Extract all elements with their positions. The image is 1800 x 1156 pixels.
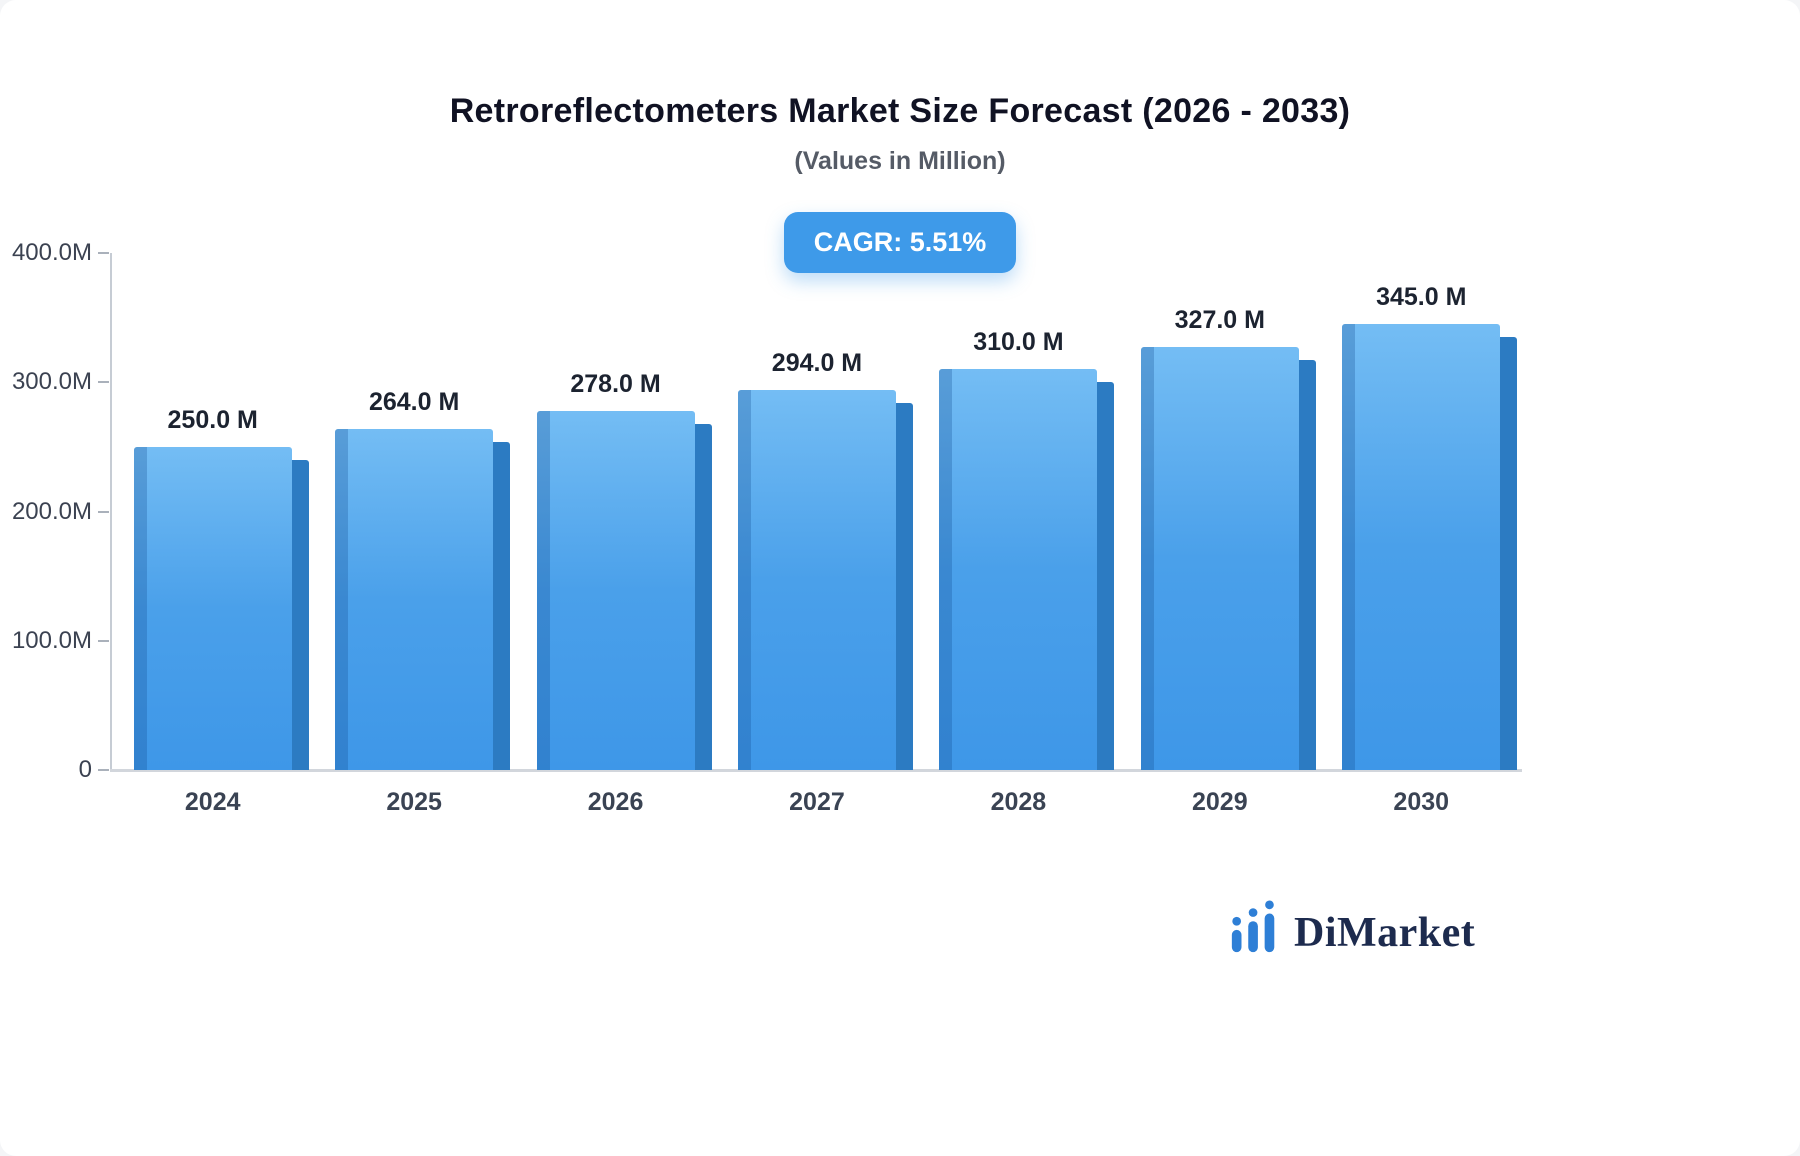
bar-value-label: 345.0 M <box>1376 283 1467 312</box>
bar-2027 <box>737 390 913 770</box>
x-axis-label-2028: 2028 <box>990 788 1047 816</box>
bar-2025 <box>335 428 511 771</box>
y-tick-label-0: 0 <box>78 756 92 783</box>
x-axis-label-2027: 2027 <box>789 788 845 816</box>
chart-header: Retroreflectometers Market Size Forecast… <box>0 0 1800 176</box>
x-axis-labels: 2024 2025 2026 2027 2028 2029 2030 <box>112 788 1522 817</box>
bar-group-2024: 250.0 M <box>123 405 309 771</box>
brand-logo-text: DiMarket <box>1294 909 1476 956</box>
y-tick-mark <box>98 769 109 771</box>
bar-value-label: 264.0 M <box>368 387 460 416</box>
y-tick-label-400.0M: 400.0M <box>11 239 92 266</box>
bar-2024 <box>133 446 309 771</box>
bar-group-2030: 345.0 M <box>1331 283 1518 770</box>
bar-2028 <box>939 369 1115 770</box>
bar-group-2027: 294.0 M <box>727 349 913 770</box>
y-tick-mark <box>98 639 109 642</box>
x-axis-label-2030: 2030 <box>1393 788 1450 816</box>
bar-value-label: 310.0 M <box>973 328 1064 357</box>
bar-2029 <box>1140 347 1316 770</box>
cagr-badge-wrap: CAGR: 5.51% <box>0 212 1800 273</box>
bar-value-label: 327.0 M <box>1174 306 1265 335</box>
bars-row: 250.0 M 264.0 M 278.0 M 294.0 M 310.0 M 327.0… <box>112 253 1522 771</box>
bar-group-2028: 310.0 M <box>928 328 1115 770</box>
y-tick-label-300.0M: 300.0M <box>11 368 92 396</box>
bar-2030 <box>1342 324 1518 770</box>
x-axis-label-2029: 2029 <box>1192 788 1248 816</box>
bar-group-2026: 278.0 M <box>526 369 712 771</box>
bar-value-label: 294.0 M <box>771 349 863 378</box>
bar-group-2029: 327.0 M <box>1130 306 1316 770</box>
bar-value-label: 250.0 M <box>167 405 258 434</box>
bar-group-2025: 264.0 M <box>324 387 511 771</box>
x-axis-label-2025: 2025 <box>386 788 442 816</box>
y-tick-label-100.0M: 100.0M <box>11 626 92 654</box>
x-axis-label-2024: 2024 <box>184 788 241 816</box>
cagr-badge: CAGR: 5.51% <box>783 212 1017 273</box>
bar-chart-logo-icon <box>1231 900 1275 953</box>
bar-2026 <box>536 410 712 771</box>
y-tick-mark <box>98 381 109 384</box>
brand-logo: DiMarket <box>1228 900 1475 956</box>
x-axis-label-2026: 2026 <box>587 788 644 816</box>
y-tick-mark <box>98 510 109 513</box>
chart-title: Retroreflectometers Market Size Forecast… <box>449 92 1351 130</box>
y-tick-mark <box>98 252 109 254</box>
plot-area: 250.0 M 264.0 M 278.0 M 294.0 M 310.0 M 327.0… <box>12 239 1522 816</box>
x-axis-line <box>110 769 1522 772</box>
chart-subtitle: (Values in Million) <box>794 147 1006 175</box>
bar-value-label: 278.0 M <box>570 369 661 398</box>
y-tick-label-200.0M: 200.0M <box>11 497 92 525</box>
